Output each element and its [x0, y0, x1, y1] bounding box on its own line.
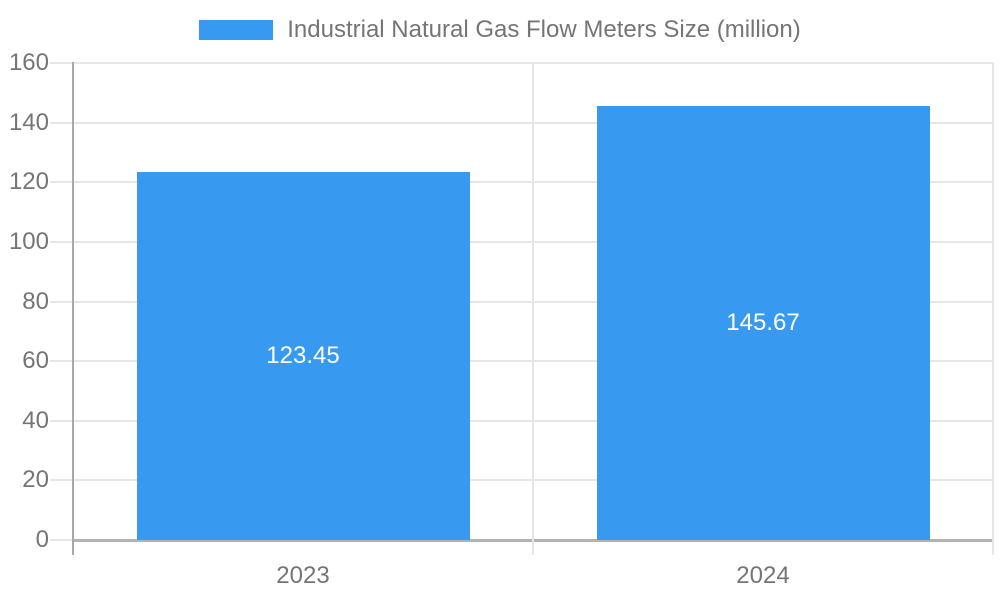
y-axis-tick-label: 80	[22, 288, 49, 315]
x-axis-category-label: 2023	[276, 562, 330, 589]
y-axis-tick-label: 40	[22, 407, 49, 434]
y-axis-tick-label: 20	[22, 466, 49, 493]
y-axis-tick-label: 60	[22, 347, 49, 374]
y-axis-tick-label: 160	[8, 49, 49, 76]
y-axis-tick-label: 140	[8, 109, 49, 136]
bar-2023[interactable]	[137, 172, 470, 540]
y-axis-tick	[50, 122, 73, 124]
y-axis-tick	[50, 479, 73, 481]
y-axis-line	[72, 62, 74, 555]
y-axis-tick-label: 120	[8, 168, 49, 195]
y-axis-tick	[50, 241, 73, 243]
legend-label: Industrial Natural Gas Flow Meters Size …	[287, 16, 801, 43]
y-axis-tick	[50, 181, 73, 183]
y-axis-tick-label: 0	[35, 526, 49, 553]
y-axis-tick	[50, 360, 73, 362]
legend: Industrial Natural Gas Flow Meters Size …	[0, 16, 1000, 44]
y-axis-tick	[50, 420, 73, 422]
y-axis-tick-label: 100	[8, 228, 49, 255]
bar-value-label: 145.67	[726, 309, 800, 336]
bar-value-label: 123.45	[266, 342, 340, 369]
category-boundary-gridline	[992, 62, 994, 555]
y-axis-tick	[50, 539, 73, 541]
legend-item[interactable]: Industrial Natural Gas Flow Meters Size …	[199, 16, 801, 44]
y-axis-tick	[50, 62, 73, 64]
legend-swatch	[199, 20, 274, 40]
bar-2024[interactable]	[597, 106, 930, 540]
category-boundary-gridline	[532, 62, 534, 555]
x-axis-category-label: 2024	[736, 562, 790, 589]
y-axis-tick	[50, 301, 73, 303]
